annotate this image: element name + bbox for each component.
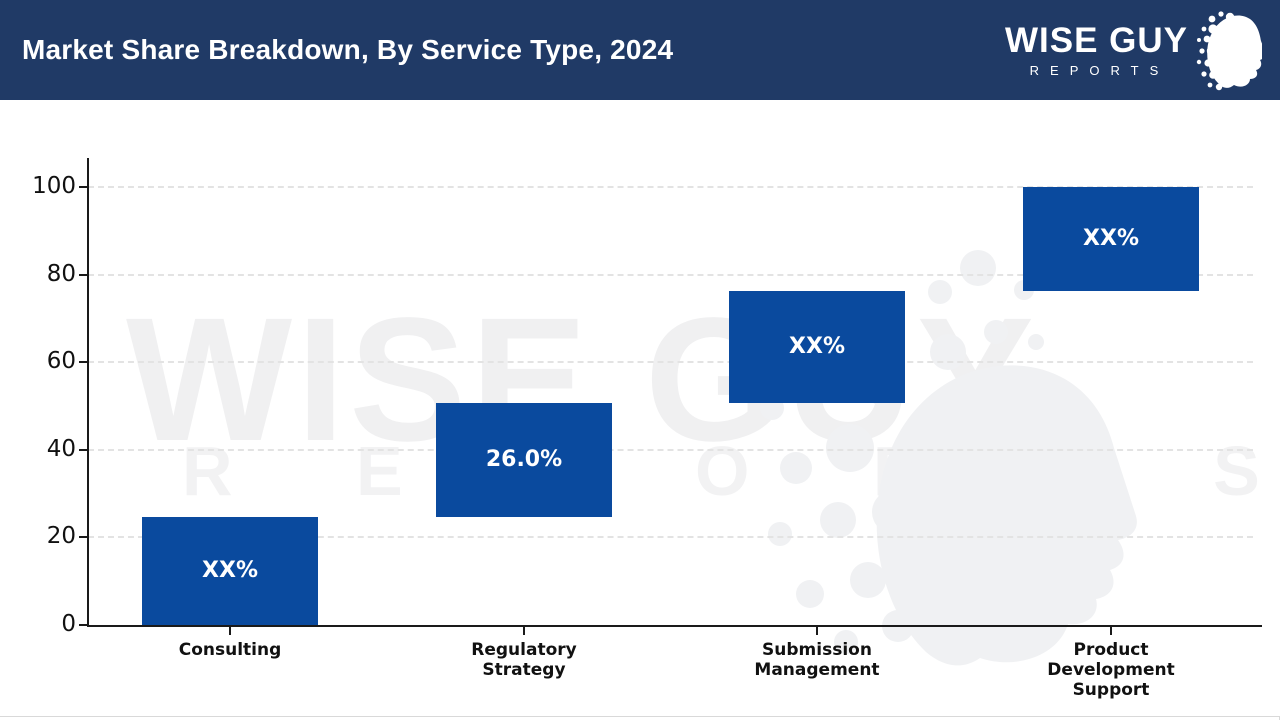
brand-name: WISE GUY	[1004, 20, 1188, 60]
x-axis-label-submission-management: Submission Management	[754, 640, 880, 680]
x-tick-mark	[816, 627, 818, 635]
gridline-y-40	[88, 448, 1253, 451]
x-axis-line	[87, 625, 1262, 627]
gridline-y-20	[88, 536, 1253, 539]
figure-bottom-border	[0, 716, 1280, 717]
gridline-y-60	[88, 361, 1253, 364]
y-tick-label: 40	[46, 435, 76, 462]
x-axis-label-regulatory-strategy: Regulatory Strategy	[471, 640, 577, 680]
brand-subtitle: REPORTS	[1029, 62, 1170, 78]
x-tick-mark	[523, 627, 525, 635]
brand-logo-text: WISE GUY REPORTS	[1005, 23, 1188, 78]
y-tick-mark	[79, 624, 88, 626]
bar-value-label: XX%	[202, 558, 258, 584]
bar-value-label: XX%	[1083, 226, 1139, 252]
y-tick-label: 60	[46, 348, 76, 375]
bar-product-development-support: XX%	[1023, 187, 1199, 291]
bar-value-label: XX%	[789, 334, 845, 360]
y-tick-mark	[79, 361, 88, 364]
y-axis-line	[87, 158, 89, 627]
y-tick-mark	[79, 448, 88, 451]
y-tick-mark	[79, 186, 88, 188]
y-tick-mark	[79, 536, 88, 539]
y-tick-label: 0	[61, 610, 76, 637]
bar-submission-management: XX%	[729, 290, 905, 403]
gridline-y-80	[88, 273, 1253, 276]
brand-logo: WISE GUY REPORTS	[1005, 7, 1262, 93]
x-axis-label-consulting: Consulting	[178, 640, 282, 660]
chart-canvas: WISE GUY R E P O R T S 0 20 40 60 80 100 XX% Co…	[0, 100, 1280, 716]
y-tick-mark	[79, 273, 88, 276]
y-tick-label: 20	[46, 523, 76, 550]
gridline-y-100	[88, 186, 1253, 188]
bar-regulatory-strategy: 26.0%	[436, 402, 612, 517]
x-axis-label-product-development-support: Product Development Support	[1047, 640, 1175, 700]
logo-head-icon	[1196, 11, 1262, 91]
y-tick-label: 80	[46, 260, 76, 287]
page-title: Market Share Breakdown, By Service Type,…	[22, 34, 674, 65]
header-bar: Market Share Breakdown, By Service Type,…	[0, 0, 1280, 100]
x-tick-mark	[1110, 627, 1112, 635]
y-tick-label: 100	[32, 172, 76, 199]
bar-value-label: 26.0%	[485, 447, 563, 473]
x-tick-mark	[229, 627, 231, 635]
bar-consulting: XX%	[142, 516, 318, 625]
